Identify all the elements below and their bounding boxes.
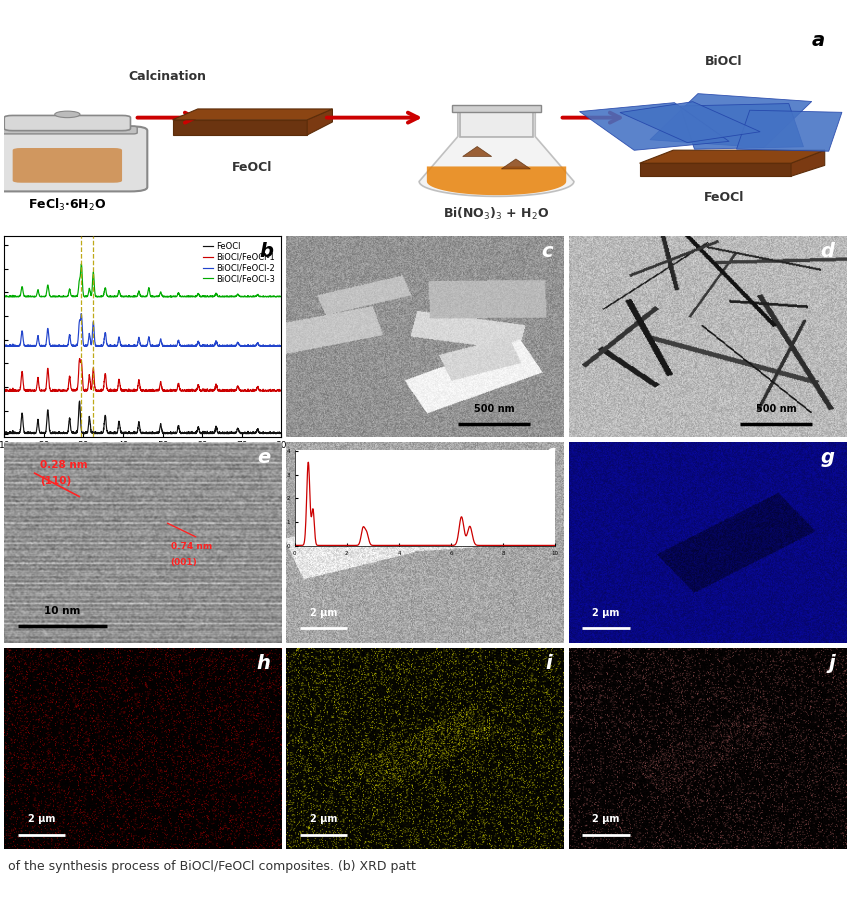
BiOCl/FeOCl-1 [134, 376, 145, 387]
BiOCl/FeOCl-2 [269, 340, 279, 351]
Line: BiOCl/FeOCl-2: BiOCl/FeOCl-2 [4, 313, 281, 347]
Text: FeCl$_3$·6H$_2$O: FeCl$_3$·6H$_2$O [28, 197, 106, 213]
Polygon shape [639, 150, 824, 163]
BiOCl/FeOCl-1 [276, 385, 286, 396]
FancyBboxPatch shape [460, 111, 533, 136]
BiOCl/FeOCl-1 [269, 384, 279, 395]
Text: 2 μm: 2 μm [592, 814, 620, 824]
Text: (001): (001) [171, 559, 197, 568]
Text: 500 nm: 500 nm [756, 404, 796, 414]
BiOCl/FeOCl-3 [269, 291, 279, 302]
Text: Calcination: Calcination [128, 70, 207, 83]
Text: c: c [541, 242, 552, 260]
Text: FeOCl: FeOCl [232, 161, 273, 174]
Polygon shape [419, 111, 574, 197]
Line: BiOCl/FeOCl-1: BiOCl/FeOCl-1 [4, 358, 281, 392]
BiOCl/FeOCl-1 [269, 385, 279, 396]
FancyBboxPatch shape [4, 116, 130, 130]
Text: a: a [812, 31, 824, 49]
FancyBboxPatch shape [0, 127, 137, 134]
BiOCl/FeOCl-3 [76, 259, 87, 269]
Polygon shape [650, 93, 812, 147]
Polygon shape [639, 163, 791, 176]
FeOCl [75, 396, 85, 407]
Text: e: e [257, 448, 270, 467]
Ellipse shape [54, 111, 80, 118]
FeOCl [134, 418, 145, 429]
Text: of the synthesis process of BiOCl/FeOCl composites. (b) XRD patt: of the synthesis process of BiOCl/FeOCl … [8, 860, 416, 873]
BiOCl/FeOCl-3 [26, 292, 37, 303]
Polygon shape [620, 101, 760, 143]
BiOCl/FeOCl-3 [127, 291, 137, 302]
FeOCl [14, 428, 24, 439]
BiOCl/FeOCl-3 [134, 286, 145, 297]
BiOCl/FeOCl-1 [26, 386, 37, 397]
Text: h: h [257, 654, 270, 673]
Text: b: b [259, 242, 273, 260]
BiOCl/FeOCl-1 [14, 385, 24, 396]
Polygon shape [307, 109, 332, 135]
X-axis label: 2 Theta (°): 2 Theta (°) [115, 452, 171, 462]
Text: 10 nm: 10 nm [44, 606, 81, 616]
BiOCl/FeOCl-1 [218, 384, 228, 395]
BiOCl/FeOCl-2 [276, 340, 286, 351]
BiOCl/FeOCl-2 [134, 334, 145, 345]
BiOCl/FeOCl-1 [127, 385, 137, 396]
Text: 0.28 nm: 0.28 nm [40, 460, 88, 470]
Text: d: d [820, 242, 835, 260]
Text: 0.74 nm: 0.74 nm [171, 542, 212, 551]
FeOCl [276, 427, 286, 438]
BiOCl/FeOCl-3 [276, 291, 286, 302]
Text: (110): (110) [40, 476, 71, 486]
BiOCl/FeOCl-3 [0, 291, 9, 302]
Text: FeOCl: FeOCl [704, 191, 744, 205]
Text: BiOCl: BiOCl [705, 55, 743, 67]
BiOCl/FeOCl-2 [218, 339, 228, 350]
Text: Bi(NO$_3$)$_3$ + H$_2$O: Bi(NO$_3$)$_3$ + H$_2$O [444, 206, 550, 222]
Line: BiOCl/FeOCl-3: BiOCl/FeOCl-3 [4, 264, 281, 297]
BiOCl/FeOCl-2 [26, 341, 37, 352]
FeOCl [269, 427, 279, 437]
Text: i: i [546, 654, 552, 673]
FeOCl [127, 427, 137, 438]
Polygon shape [580, 102, 729, 150]
BiOCl/FeOCl-1 [0, 385, 9, 396]
FancyBboxPatch shape [452, 105, 541, 111]
Polygon shape [462, 146, 491, 156]
Legend: FeOCl, BiOCl/FeOCl-1, BiOCl/FeOCl-2, BiOCl/FeOCl-3: FeOCl, BiOCl/FeOCl-1, BiOCl/FeOCl-2, BiO… [200, 240, 277, 286]
BiOCl/FeOCl-3 [14, 291, 24, 302]
Polygon shape [680, 103, 803, 149]
FancyBboxPatch shape [13, 148, 122, 182]
Text: f: f [544, 448, 552, 467]
Text: g: g [820, 448, 835, 467]
Text: 2 μm: 2 μm [310, 609, 337, 619]
Polygon shape [737, 110, 842, 151]
FeOCl [269, 427, 279, 438]
Line: FeOCl: FeOCl [4, 401, 281, 434]
BiOCl/FeOCl-2 [269, 339, 279, 350]
Text: 2 μm: 2 μm [592, 609, 620, 619]
BiOCl/FeOCl-2 [14, 340, 24, 351]
Polygon shape [427, 166, 566, 195]
FeOCl [0, 427, 9, 438]
FeOCl [26, 428, 37, 439]
FancyBboxPatch shape [0, 127, 147, 191]
BiOCl/FeOCl-2 [0, 340, 9, 351]
BiOCl/FeOCl-3 [269, 291, 279, 302]
BiOCl/FeOCl-2 [127, 340, 137, 351]
Text: j: j [828, 654, 835, 673]
Polygon shape [791, 150, 824, 176]
Polygon shape [173, 119, 307, 135]
BiOCl/FeOCl-2 [76, 308, 87, 319]
Text: 2 μm: 2 μm [28, 814, 55, 824]
Polygon shape [173, 109, 332, 119]
FeOCl [218, 427, 228, 437]
Polygon shape [502, 159, 530, 169]
BiOCl/FeOCl-3 [218, 290, 228, 301]
Text: 2 μm: 2 μm [310, 814, 337, 824]
BiOCl/FeOCl-1 [75, 353, 85, 364]
Text: 500 nm: 500 nm [474, 404, 514, 414]
